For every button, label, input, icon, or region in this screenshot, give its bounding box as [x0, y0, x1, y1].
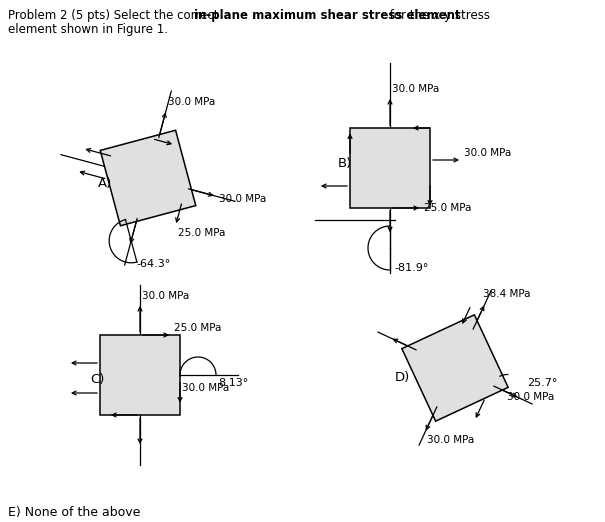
Text: E) None of the above: E) None of the above	[8, 506, 140, 519]
Text: 30.0 MPa: 30.0 MPa	[142, 291, 189, 301]
Text: B): B)	[338, 157, 352, 170]
Polygon shape	[402, 315, 508, 421]
Text: -64.3°: -64.3°	[136, 259, 171, 269]
Text: 38.4 MPa: 38.4 MPa	[483, 289, 531, 299]
Text: 30.0 MPa: 30.0 MPa	[392, 84, 439, 94]
Text: Problem 2 (5 pts) Select the correct: Problem 2 (5 pts) Select the correct	[8, 9, 222, 22]
Text: 30.0 MPa: 30.0 MPa	[182, 383, 229, 393]
Text: D): D)	[395, 372, 410, 385]
Text: 30.0 MPa: 30.0 MPa	[464, 148, 511, 158]
Polygon shape	[100, 335, 180, 415]
Text: element shown in Figure 1.: element shown in Figure 1.	[8, 23, 168, 36]
Text: C): C)	[90, 374, 105, 386]
Text: in-plane maximum shear stress element: in-plane maximum shear stress element	[194, 9, 460, 22]
Text: 25.0 MPa: 25.0 MPa	[177, 228, 225, 238]
Text: A): A)	[98, 176, 113, 189]
Text: 25.0 MPa: 25.0 MPa	[424, 203, 471, 213]
Text: -81.9°: -81.9°	[394, 263, 428, 273]
Text: 25.0 MPa: 25.0 MPa	[174, 323, 221, 333]
Text: 30.0 MPa: 30.0 MPa	[427, 435, 474, 445]
Text: for the x-y stress: for the x-y stress	[386, 9, 490, 22]
Text: 30.0 MPa: 30.0 MPa	[507, 393, 554, 402]
Text: 8.13°: 8.13°	[218, 378, 248, 388]
Polygon shape	[100, 130, 196, 226]
Text: 30.0 MPa: 30.0 MPa	[168, 98, 215, 108]
Text: 25.7°: 25.7°	[528, 377, 558, 387]
Text: 30.0 MPa: 30.0 MPa	[218, 194, 266, 205]
Polygon shape	[350, 128, 430, 208]
